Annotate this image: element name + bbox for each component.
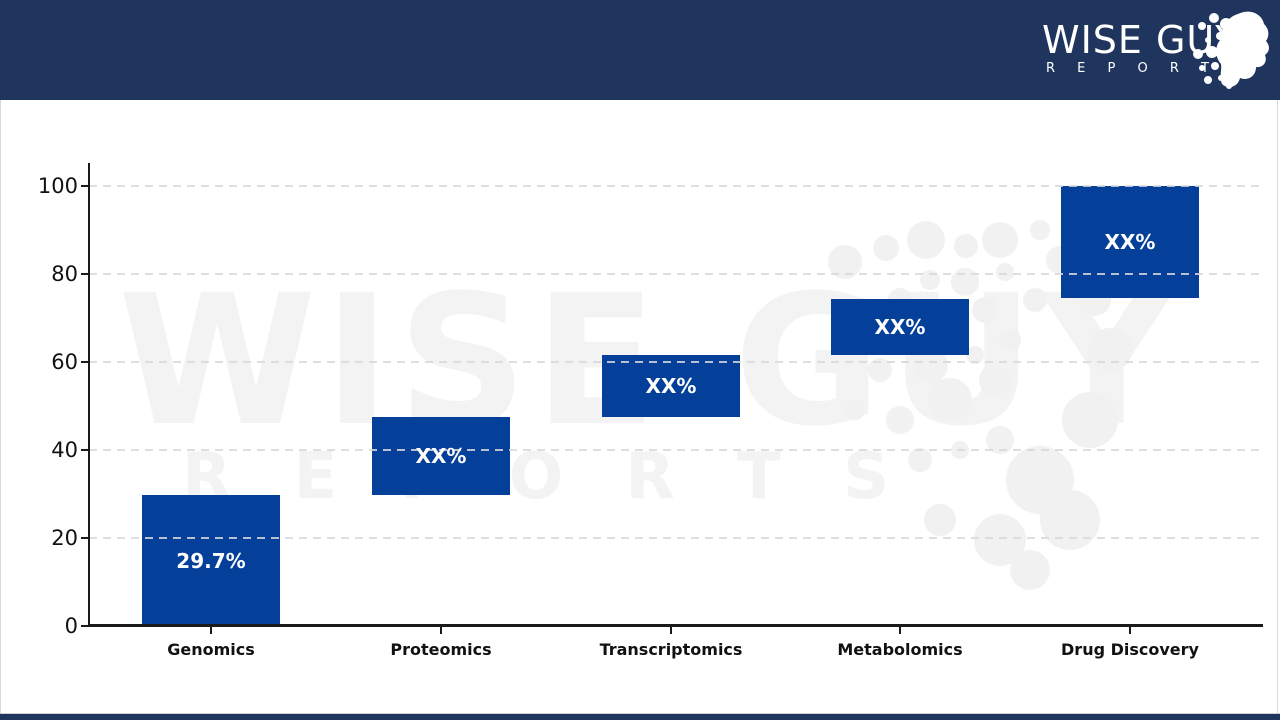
x-tick-mark [1129, 627, 1131, 634]
y-tick-label: 80 [51, 262, 78, 286]
y-tick-label: 20 [51, 526, 78, 550]
gridline [89, 361, 1262, 363]
bar-metabolomics [831, 298, 969, 355]
y-tick-mark [81, 625, 88, 627]
x-axis-label: Proteomics [390, 640, 492, 659]
y-tick-mark [81, 537, 88, 539]
header-banner [0, 0, 1280, 100]
x-axis-line [88, 624, 1263, 627]
bar-value-label: 29.7% [176, 548, 246, 573]
bar-transcriptomics [602, 354, 740, 417]
gridline [89, 185, 1262, 187]
bar-proteomics [372, 417, 510, 496]
y-tick-label: 100 [37, 174, 78, 198]
bar-value-label: XX% [415, 444, 467, 469]
footer-divider [0, 713, 1280, 714]
y-tick-label: 40 [51, 438, 78, 462]
watermark-reports-text: R E P O R T S [182, 440, 910, 514]
bar-drug-discovery [1061, 186, 1199, 299]
gridline [89, 449, 1262, 451]
gridline [89, 273, 1262, 275]
brand-dotted-head-icon [1193, 11, 1269, 89]
y-tick-label: 0 [64, 614, 78, 638]
bar-value-label: XX% [1104, 230, 1156, 255]
gridline [89, 537, 1262, 539]
y-tick-label: 60 [51, 350, 78, 374]
bar-value-label: XX% [874, 314, 926, 339]
x-tick-mark [670, 627, 672, 634]
x-tick-mark [440, 627, 442, 634]
x-axis-label: Transcriptomics [599, 640, 743, 659]
bar-value-label: XX% [645, 373, 697, 398]
footer-bar [0, 714, 1280, 720]
y-tick-mark [81, 185, 88, 187]
y-tick-mark [81, 361, 88, 363]
y-tick-mark [81, 273, 88, 275]
x-tick-mark [210, 627, 212, 634]
bar-genomics [142, 495, 280, 626]
brand-logo-subtext: R E P O R T S [1046, 61, 1249, 76]
x-axis-label: Genomics [167, 640, 255, 659]
y-tick-mark [81, 449, 88, 451]
y-axis-line [88, 163, 90, 627]
x-axis-label: Metabolomics [837, 640, 963, 659]
x-tick-mark [899, 627, 901, 634]
x-axis-label: Drug Discovery [1061, 640, 1199, 659]
